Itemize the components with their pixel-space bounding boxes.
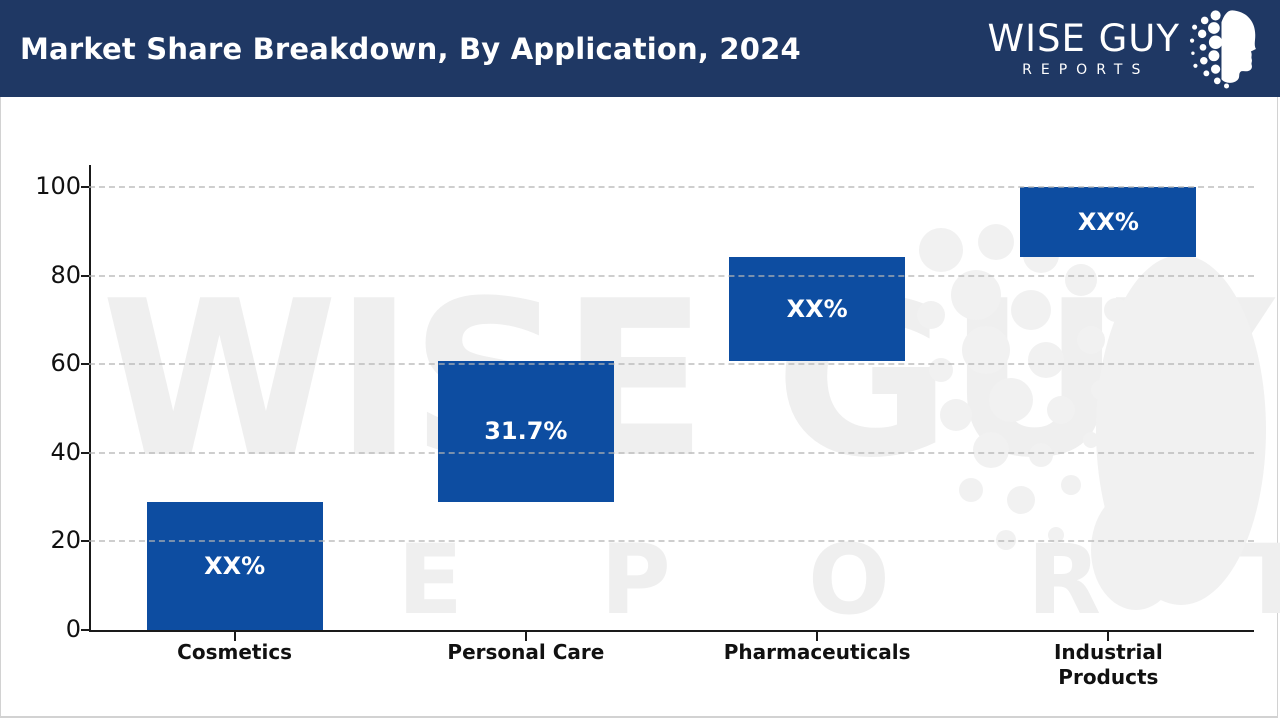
bar-personal-care: 31.7% bbox=[437, 361, 614, 502]
bar-cosmetics: XX% bbox=[146, 501, 323, 630]
logo-reports-label: REPORTS bbox=[1022, 62, 1150, 78]
gridline-80 bbox=[89, 274, 1254, 277]
y-axis-tick bbox=[81, 274, 89, 277]
y-axis-tick-label: 80 bbox=[50, 260, 81, 289]
gridline-100 bbox=[89, 186, 1254, 189]
x-axis-category-label: Industrial Products bbox=[1053, 640, 1163, 689]
watermark-wiseguy-text: WISE GUY bbox=[101, 254, 1273, 505]
bar-value-label: XX% bbox=[204, 551, 266, 580]
bar-value-label: XX% bbox=[1077, 207, 1139, 236]
wiseguy-logo-text: WISE GUY REPORTS bbox=[988, 20, 1180, 77]
gridline-60 bbox=[89, 363, 1254, 366]
y-axis-tick-label: 60 bbox=[50, 349, 81, 378]
y-axis-tick-label: 0 bbox=[65, 615, 81, 643]
y-axis-tick bbox=[81, 629, 89, 631]
y-axis-tick-label: 100 bbox=[35, 172, 81, 201]
x-axis-line bbox=[89, 630, 1254, 632]
y-axis-line bbox=[89, 165, 91, 632]
gridline-40 bbox=[89, 451, 1254, 454]
header-bar: Market Share Breakdown, By Application, … bbox=[0, 0, 1280, 97]
x-axis-tick bbox=[233, 632, 236, 641]
logo-wiseguy-label: WISE GUY bbox=[987, 17, 1180, 60]
x-axis-category-label: Cosmetics bbox=[177, 640, 293, 664]
x-axis-tick bbox=[1107, 632, 1110, 641]
x-axis-tick bbox=[524, 632, 527, 641]
bar-value-label: XX% bbox=[786, 294, 848, 323]
x-axis-category-label: Pharmaceuticals bbox=[723, 640, 911, 664]
watermark-dotted-face bbox=[917, 224, 1266, 610]
y-axis-tick bbox=[81, 451, 89, 454]
y-axis-tick-label: 40 bbox=[50, 437, 81, 466]
wiseguy-logo: WISE GUY REPORTS bbox=[988, 7, 1266, 91]
x-axis-tick bbox=[816, 632, 819, 641]
bar-value-label: 31.7% bbox=[484, 417, 568, 446]
bar-pharmaceuticals: XX% bbox=[729, 256, 906, 362]
y-axis-tick bbox=[81, 186, 89, 189]
bar-industrial-products: XX% bbox=[1020, 187, 1197, 257]
wiseguy-face-icon bbox=[1189, 9, 1256, 88]
x-axis-category-label: Personal Care bbox=[447, 640, 605, 664]
gridline-20 bbox=[89, 540, 1254, 543]
page-title: Market Share Breakdown, By Application, … bbox=[20, 31, 801, 66]
y-axis-tick-label: 20 bbox=[50, 526, 81, 555]
y-axis-tick bbox=[81, 363, 89, 366]
y-axis-tick bbox=[81, 540, 89, 543]
